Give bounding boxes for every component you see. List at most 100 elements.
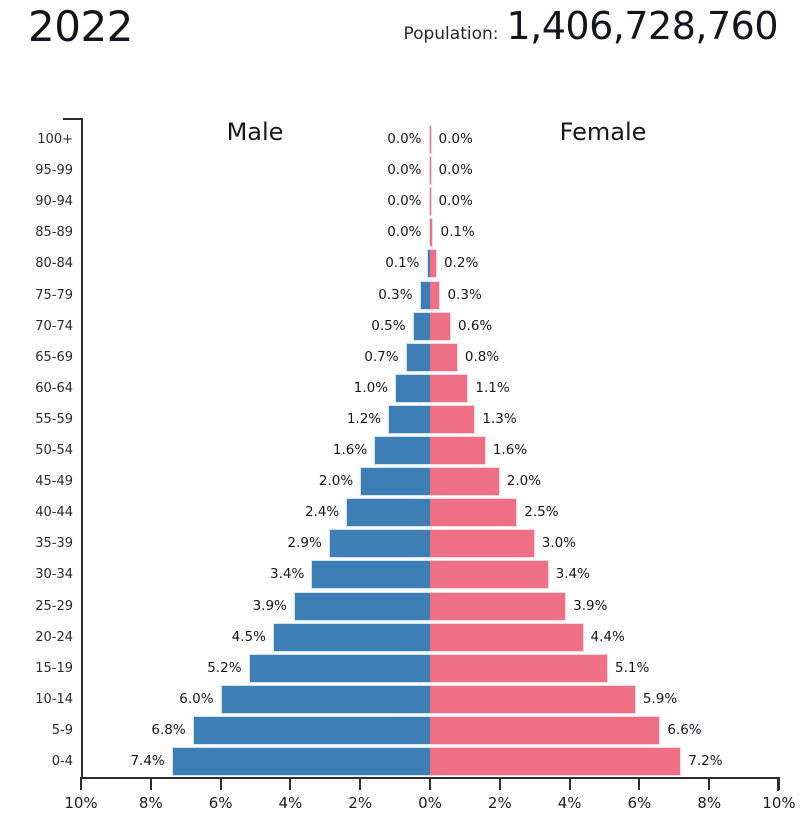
- pyramid-row: 10-14 6.0% 5.9%: [0, 684, 800, 715]
- female-value-label: 0.0%: [438, 162, 473, 179]
- age-group-label: 40-44: [35, 505, 73, 521]
- pyramid-row: 100+ 0.0% 0.0%: [0, 124, 800, 155]
- age-group-label: 95-99: [35, 163, 73, 179]
- female-bar[interactable]: [430, 436, 486, 465]
- male-bar[interactable]: [220, 684, 430, 714]
- x-axis-tick-label: 6%: [208, 794, 233, 812]
- female-value-label: 0.3%: [447, 286, 482, 303]
- female-bar[interactable]: [430, 311, 451, 341]
- male-value-label: 5.2%: [207, 659, 242, 676]
- pyramid-row: 80-84 0.1% 0.2%: [0, 248, 800, 279]
- male-bar[interactable]: [426, 249, 430, 279]
- x-axis-tick-mark: [568, 777, 571, 790]
- female-value-label: 1.1%: [475, 379, 510, 396]
- female-bar[interactable]: [430, 622, 584, 652]
- x-axis-tick-label: 10%: [762, 794, 796, 812]
- male-bar[interactable]: [293, 591, 430, 621]
- male-value-label: 1.2%: [346, 410, 382, 427]
- age-group-label: 0-4: [51, 754, 73, 769]
- population-summary: Population: 1,406,728,760: [403, 4, 778, 48]
- male-bar[interactable]: [192, 715, 430, 745]
- male-value-label: 0.1%: [385, 255, 420, 272]
- female-bar[interactable]: [430, 249, 437, 279]
- age-group-label: 10-14: [35, 691, 73, 707]
- female-bar[interactable]: [430, 560, 549, 590]
- female-bar[interactable]: [430, 591, 567, 621]
- pyramid-row: 20-24 4.5% 4.4%: [0, 622, 800, 653]
- male-value-label: 2.9%: [287, 535, 322, 552]
- male-bar[interactable]: [405, 342, 430, 372]
- x-axis-tick-label: 4%: [278, 794, 303, 812]
- age-group-label: 75-79: [35, 287, 73, 303]
- x-axis-tick-mark: [498, 777, 501, 790]
- female-bar[interactable]: [430, 529, 535, 559]
- x-axis-tick-label: 2%: [487, 794, 512, 812]
- female-bar[interactable]: [430, 125, 432, 154]
- male-bar[interactable]: [374, 436, 430, 465]
- male-value-label: 0.0%: [387, 131, 422, 147]
- female-bar[interactable]: [430, 373, 469, 403]
- pyramid-row: 15-19 5.2% 5.1%: [0, 653, 800, 684]
- female-value-label: 7.2%: [688, 753, 723, 769]
- male-bar[interactable]: [395, 373, 430, 403]
- male-value-label: 0.5%: [371, 317, 406, 334]
- female-bar[interactable]: [430, 280, 441, 310]
- population-pyramid-chart: Male Female 100+ 0.0% 0.0% 95-99 0.0% 0.0% 90-…: [0, 118, 800, 826]
- chart-header: 2022 Population: 1,406,728,760: [0, 0, 800, 70]
- pyramid-row: 95-99 0.0% 0.0%: [0, 155, 800, 186]
- male-bar[interactable]: [328, 529, 430, 559]
- male-bar[interactable]: [248, 653, 430, 683]
- male-bar[interactable]: [419, 280, 430, 310]
- female-bar[interactable]: [430, 342, 458, 372]
- age-group-label: 90-94: [35, 194, 73, 210]
- male-value-label: 6.8%: [151, 721, 186, 738]
- female-value-label: 2.0%: [506, 473, 542, 490]
- female-bar[interactable]: [430, 684, 636, 714]
- male-bar[interactable]: [171, 747, 430, 776]
- female-bar[interactable]: [430, 187, 432, 217]
- pyramid-row: 35-39 2.9% 3.0%: [0, 528, 800, 559]
- pyramid-row: 65-69 0.7% 0.8%: [0, 342, 800, 373]
- male-bar[interactable]: [428, 187, 430, 217]
- male-value-label: 0.3%: [378, 286, 413, 303]
- male-bar[interactable]: [360, 467, 430, 497]
- female-bar[interactable]: [430, 653, 608, 683]
- female-value-label: 5.9%: [642, 690, 678, 707]
- male-value-label: 1.0%: [353, 379, 389, 396]
- male-bar[interactable]: [428, 125, 430, 154]
- female-bar[interactable]: [430, 467, 500, 497]
- female-bar[interactable]: [430, 498, 518, 528]
- x-axis-tick-mark: [638, 777, 641, 790]
- female-bar[interactable]: [430, 747, 682, 776]
- x-axis-tick-label: 8%: [138, 794, 163, 812]
- population-label: Population:: [403, 24, 499, 44]
- male-bar[interactable]: [272, 622, 430, 652]
- female-bar[interactable]: [430, 715, 661, 745]
- x-axis-tick-mark: [359, 777, 362, 790]
- male-value-label: 0.0%: [387, 193, 422, 210]
- male-bar[interactable]: [311, 560, 430, 590]
- male-bar[interactable]: [428, 156, 430, 186]
- x-axis-tick-mark: [149, 777, 152, 790]
- female-bar[interactable]: [430, 156, 432, 186]
- age-group-label: 35-39: [35, 536, 73, 552]
- age-group-label: 30-34: [35, 567, 73, 583]
- age-group-label: 50-54: [35, 443, 73, 458]
- age-group-label: 45-49: [35, 474, 73, 490]
- population-value: 1,406,728,760: [506, 4, 778, 48]
- male-bar[interactable]: [412, 311, 430, 341]
- pyramid-row: 70-74 0.5% 0.6%: [0, 311, 800, 342]
- female-value-label: 3.9%: [573, 597, 608, 614]
- age-group-label: 25-29: [35, 598, 73, 614]
- female-value-label: 0.2%: [443, 255, 479, 272]
- male-bar[interactable]: [346, 498, 430, 528]
- male-bar[interactable]: [388, 404, 430, 434]
- pyramid-row: 55-59 1.2% 1.3%: [0, 404, 800, 435]
- age-group-label: 20-24: [35, 629, 73, 645]
- pyramid-row: 90-94 0.0% 0.0%: [0, 186, 800, 217]
- age-group-label: 100+: [37, 132, 73, 147]
- female-bar[interactable]: [430, 218, 434, 248]
- male-bar[interactable]: [428, 218, 430, 248]
- female-bar[interactable]: [430, 404, 476, 434]
- female-value-label: 0.6%: [457, 317, 493, 334]
